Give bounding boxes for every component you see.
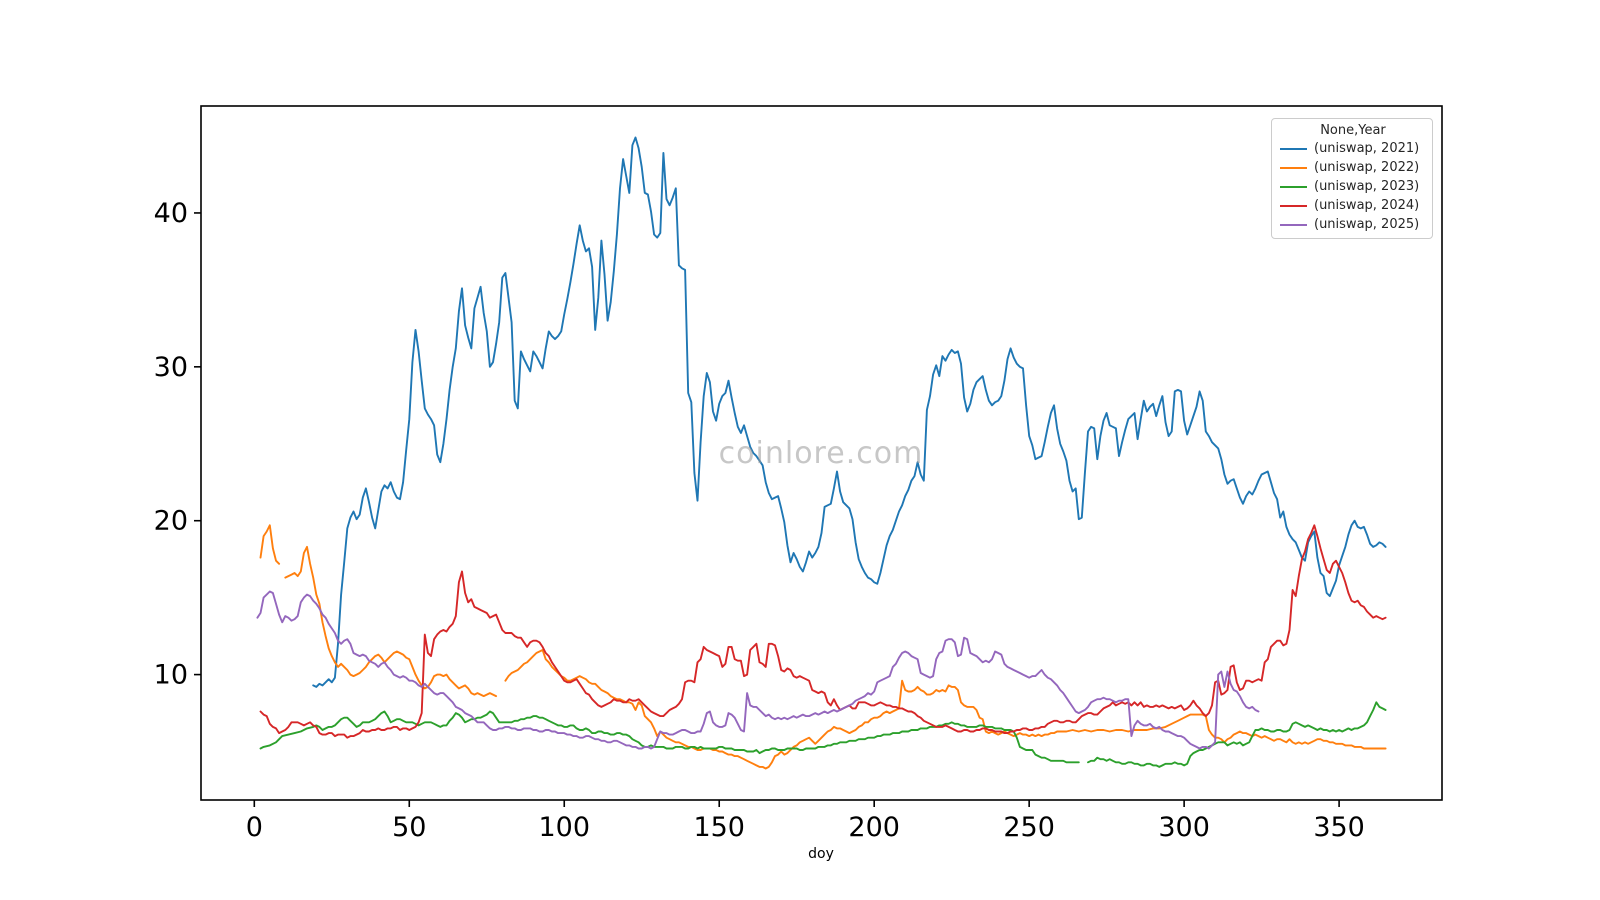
legend-entry: (uniswap, 2022) — [1280, 158, 1426, 177]
axes-spines — [200, 105, 1443, 801]
legend-entry-label: (uniswap, 2024) — [1314, 198, 1420, 213]
legend-line-swatch — [1280, 185, 1307, 188]
series-line--uniswap-2025- — [256, 590, 1260, 750]
series-line--uniswap-2022- — [259, 524, 1387, 770]
y-tick-label: 30 — [154, 352, 188, 383]
series-line--uniswap-2024- — [259, 524, 1387, 739]
series-lines — [256, 136, 1387, 770]
legend-entry-label: (uniswap, 2025) — [1314, 217, 1420, 232]
legend-entry-label: (uniswap, 2021) — [1314, 141, 1420, 156]
x-tick-label: 50 — [392, 812, 426, 843]
y-tick-label: 10 — [154, 660, 188, 691]
legend-title: None,Year — [1320, 123, 1386, 138]
legend-entry-label: (uniswap, 2023) — [1314, 179, 1420, 194]
x-tick-label: 150 — [693, 812, 745, 843]
legend-entry: (uniswap, 2023) — [1280, 177, 1426, 196]
legend-entry: (uniswap, 2024) — [1280, 196, 1426, 215]
legend-line-swatch — [1280, 166, 1307, 169]
y-tick-label: 20 — [154, 506, 188, 537]
legend-entries: (uniswap, 2021) (uniswap, 2022) (uniswap, … — [1280, 139, 1426, 234]
legend-entry-label: (uniswap, 2022) — [1314, 160, 1420, 175]
x-tick-label: 200 — [848, 812, 900, 843]
y-tick-label: 40 — [154, 198, 188, 229]
watermark: coinlore.com — [719, 436, 924, 471]
legend-entry: (uniswap, 2021) — [1280, 139, 1426, 158]
axes-frame — [200, 105, 1443, 801]
axes-ticks: 0 50 100 150 200 250 300 350 10 20 30 40 — [154, 198, 1365, 843]
series-line--uniswap-2021- — [312, 136, 1387, 688]
x-tick-label: 100 — [538, 812, 590, 843]
legend-entry: (uniswap, 2025) — [1280, 215, 1426, 234]
x-axis-label: doy — [808, 846, 834, 862]
x-tick-label: 0 — [246, 812, 263, 843]
legend-line-swatch — [1280, 147, 1307, 150]
x-tick-label: 300 — [1158, 812, 1210, 843]
legend-line-swatch — [1280, 204, 1307, 207]
x-tick-label: 250 — [1003, 812, 1055, 843]
x-tick-label: 350 — [1313, 812, 1365, 843]
legend-line-swatch — [1280, 223, 1307, 226]
legend: None,Year (uniswap, 2021) (uniswap, 2022)… — [1271, 118, 1433, 239]
